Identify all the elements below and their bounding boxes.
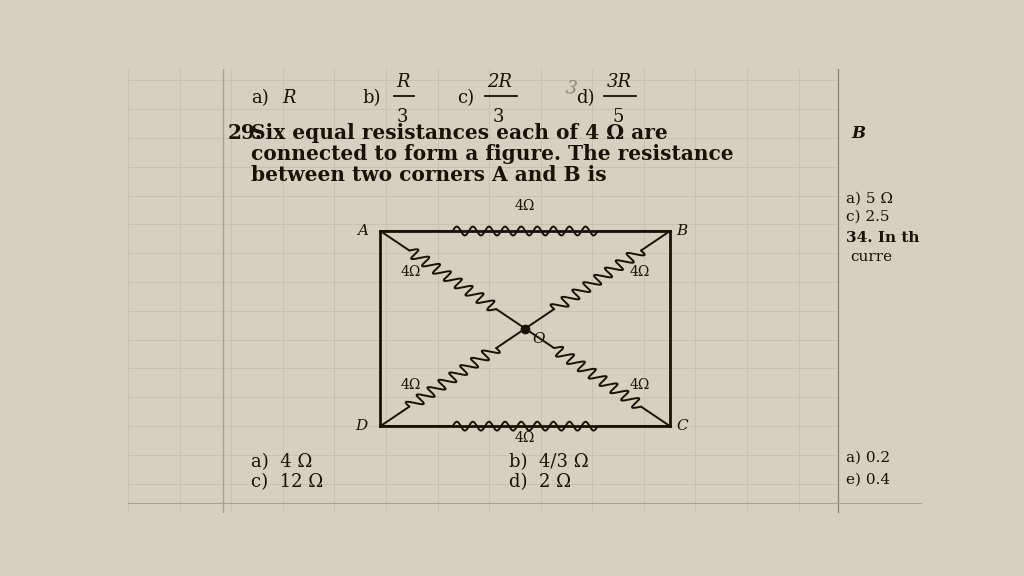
Text: C: C — [677, 419, 688, 433]
Text: a): a) — [251, 89, 268, 107]
Text: a) 5 Ω: a) 5 Ω — [846, 191, 893, 205]
Text: R: R — [396, 73, 410, 92]
Text: 4Ω: 4Ω — [400, 265, 421, 279]
Text: between two corners A and B is: between two corners A and B is — [251, 165, 606, 185]
Text: 3: 3 — [396, 108, 408, 126]
Text: 4Ω: 4Ω — [630, 265, 650, 279]
Text: 34. In th: 34. In th — [846, 231, 920, 245]
Text: d)  2 Ω: d) 2 Ω — [509, 473, 571, 491]
Text: 4Ω: 4Ω — [515, 199, 536, 213]
Text: 4Ω: 4Ω — [630, 378, 650, 392]
Text: c): c) — [458, 89, 474, 107]
Text: b): b) — [362, 89, 381, 107]
Text: 2R: 2R — [487, 73, 512, 92]
Text: 29.: 29. — [227, 123, 262, 143]
Text: A: A — [356, 224, 368, 238]
Text: 5: 5 — [613, 108, 625, 126]
Text: D: D — [355, 419, 368, 433]
Text: b)  4/3 Ω: b) 4/3 Ω — [509, 453, 589, 471]
Text: d): d) — [577, 89, 595, 107]
Text: B: B — [677, 224, 688, 238]
Text: curre: curre — [850, 250, 892, 264]
Text: a)  4 Ω: a) 4 Ω — [251, 453, 312, 471]
Text: c)  12 Ω: c) 12 Ω — [251, 473, 324, 491]
Text: 4Ω: 4Ω — [515, 431, 536, 445]
Text: 3: 3 — [564, 79, 578, 99]
Text: 3: 3 — [494, 108, 505, 126]
Text: 4Ω: 4Ω — [400, 378, 421, 392]
Text: e) 0.4: e) 0.4 — [846, 473, 890, 487]
Text: a) 0.2: a) 0.2 — [846, 450, 890, 465]
Text: Six equal resistances each of 4 Ω are: Six equal resistances each of 4 Ω are — [251, 123, 668, 143]
Text: 3R: 3R — [606, 73, 632, 92]
Text: R: R — [283, 89, 296, 107]
Text: B: B — [852, 125, 865, 142]
Text: O: O — [532, 332, 546, 346]
Text: c) 2.5: c) 2.5 — [846, 210, 890, 224]
Text: connected to form a figure. The resistance: connected to form a figure. The resistan… — [251, 144, 733, 164]
